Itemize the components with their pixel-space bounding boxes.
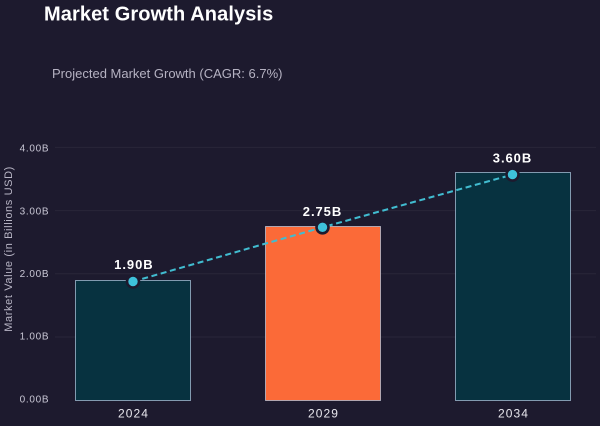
svg-text:0.00B: 0.00B xyxy=(20,394,50,405)
svg-text:Market Growth Analysis: Market Growth Analysis xyxy=(44,4,273,26)
svg-text:3.00B: 3.00B xyxy=(20,206,50,217)
svg-text:4.00B: 4.00B xyxy=(20,144,50,155)
svg-text:2024: 2024 xyxy=(118,407,149,421)
svg-text:1.90B: 1.90B xyxy=(114,257,153,272)
svg-text:Projected Market Growth (CAGR:: Projected Market Growth (CAGR: 6.7%) xyxy=(52,66,282,81)
svg-text:2.75B: 2.75B xyxy=(303,204,342,219)
svg-text:2034: 2034 xyxy=(498,407,529,421)
svg-text:Market Value (in Billions USD): Market Value (in Billions USD) xyxy=(3,166,15,332)
svg-text:1.00B: 1.00B xyxy=(20,332,50,343)
svg-text:2.00B: 2.00B xyxy=(20,269,50,280)
svg-text:2029: 2029 xyxy=(308,407,339,421)
svg-text:3.60B: 3.60B xyxy=(493,151,532,166)
